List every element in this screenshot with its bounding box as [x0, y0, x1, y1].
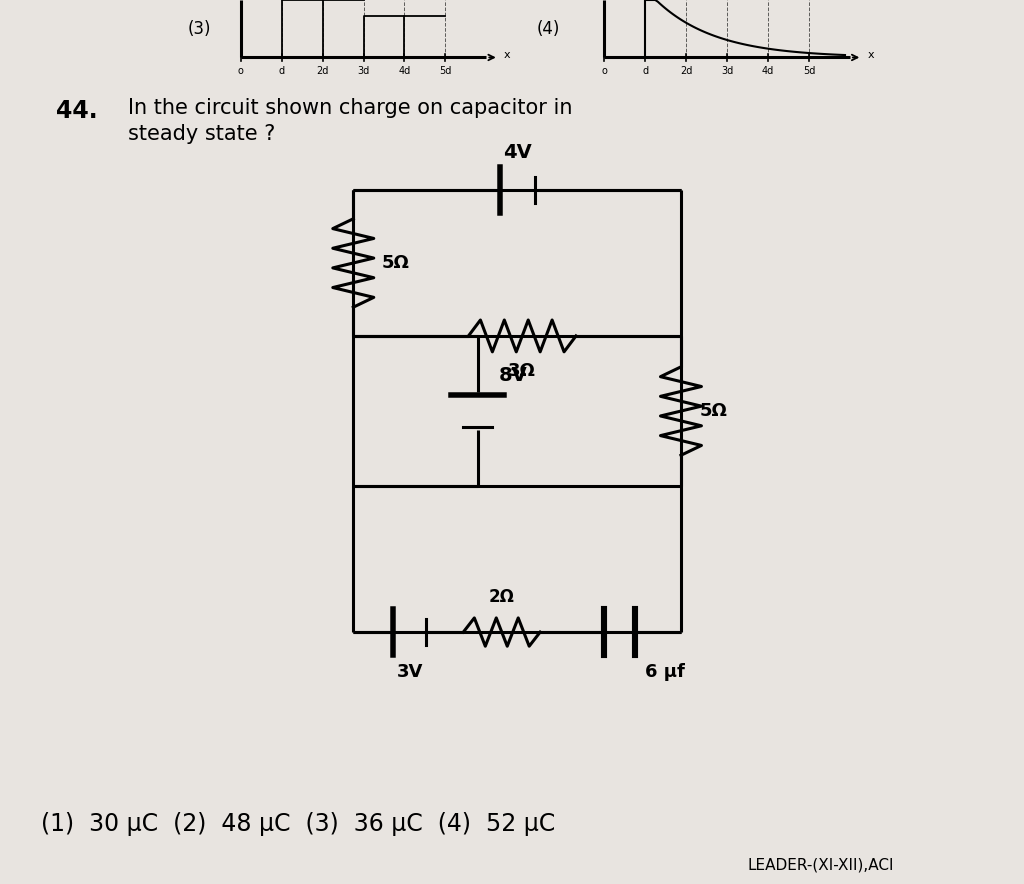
Text: 5d: 5d — [439, 66, 452, 76]
Text: 6 μf: 6 μf — [645, 663, 685, 681]
Text: 8V: 8V — [499, 366, 527, 385]
Text: 4d: 4d — [762, 66, 774, 76]
Text: 4V: 4V — [503, 143, 531, 162]
Text: steady state ?: steady state ? — [128, 125, 275, 144]
Text: 5Ω: 5Ω — [699, 402, 727, 420]
Text: x: x — [504, 50, 510, 60]
Text: o: o — [601, 66, 607, 76]
Text: 3Ω: 3Ω — [508, 362, 537, 380]
Text: (3): (3) — [188, 19, 211, 38]
Text: 2d: 2d — [316, 66, 329, 76]
Text: 2d: 2d — [680, 66, 692, 76]
Text: 3d: 3d — [721, 66, 733, 76]
Text: 3d: 3d — [357, 66, 370, 76]
Text: d: d — [279, 66, 285, 76]
Text: LEADER-(XI-XII),ACI: LEADER-(XI-XII),ACI — [748, 857, 894, 872]
Text: 2Ω: 2Ω — [488, 588, 515, 606]
Text: (4): (4) — [537, 19, 559, 38]
Text: 5d: 5d — [803, 66, 815, 76]
Text: 3V: 3V — [396, 663, 423, 681]
Text: 5Ω: 5Ω — [382, 254, 410, 272]
Text: (1)  30 μC  (2)  48 μC  (3)  36 μC  (4)  52 μC: (1) 30 μC (2) 48 μC (3) 36 μC (4) 52 μC — [41, 812, 555, 836]
Text: x: x — [867, 50, 873, 60]
Text: 44.: 44. — [56, 98, 98, 123]
Text: 4d: 4d — [398, 66, 411, 76]
Text: o: o — [238, 66, 244, 76]
Text: d: d — [642, 66, 648, 76]
Text: In the circuit shown charge on capacitor in: In the circuit shown charge on capacitor… — [128, 98, 572, 118]
